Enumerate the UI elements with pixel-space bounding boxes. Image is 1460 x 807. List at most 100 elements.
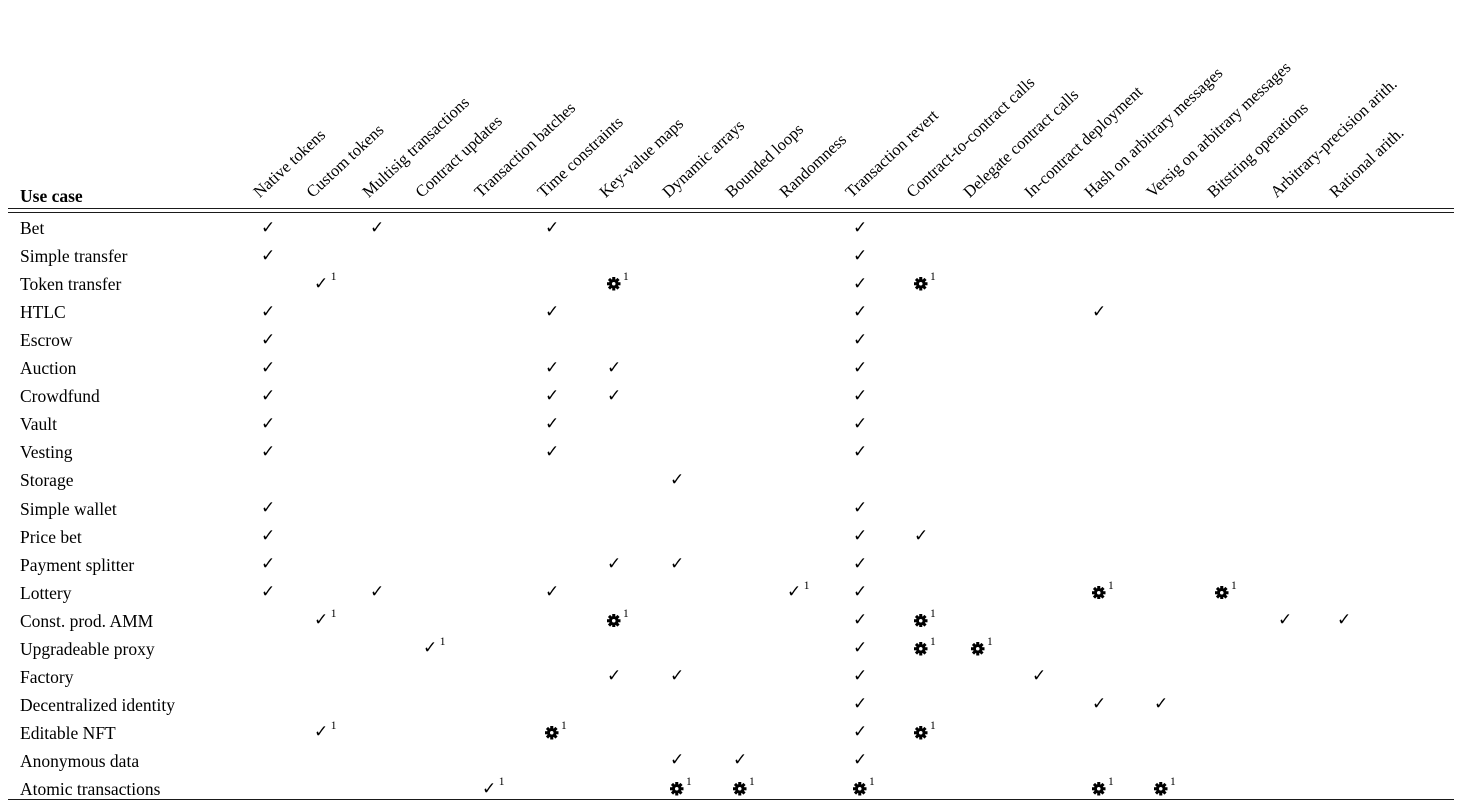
check-icon: ✓ (1092, 694, 1107, 715)
footnote-marker: 1 (1108, 776, 1114, 789)
check-icon: ✓ (853, 357, 868, 378)
gear-icon (1092, 782, 1106, 796)
gear-icon (545, 726, 559, 740)
cell-mark: ✓ (545, 382, 559, 410)
cell-mark: ✓ (914, 523, 928, 551)
cell-mark: ✓ (853, 719, 867, 747)
cell-mark: 1 (733, 775, 755, 803)
check-icon: ✓ (853, 722, 868, 743)
check-icon: ✓ (261, 413, 276, 434)
footnote-marker: 1 (803, 579, 810, 592)
gear-icon (607, 613, 621, 628)
check-icon: ✓ (853, 413, 868, 434)
cell-mark: 1 (1215, 579, 1237, 607)
check-icon: ✓ (1278, 610, 1293, 631)
check-icon: ✓ (853, 301, 868, 322)
footnote-marker: 1 (330, 607, 337, 620)
check-icon: ✓ (733, 750, 748, 771)
gear-icon (1092, 585, 1106, 600)
check-icon: ✓ (1337, 610, 1352, 631)
footnote-marker: 1 (749, 776, 755, 789)
row-label: Upgradeable proxy (20, 638, 155, 659)
cell-mark: ✓ (261, 382, 275, 410)
cell-mark: 1 (670, 775, 692, 803)
gear-icon (971, 642, 985, 656)
check-icon: ✓ (545, 413, 560, 434)
check-icon: ✓ (853, 582, 868, 603)
gear-icon (914, 277, 928, 291)
check-icon: ✓ (607, 385, 622, 406)
header-rule (8, 208, 1454, 213)
check-icon: ✓ (423, 638, 438, 659)
cell-mark: ✓ 1 (787, 579, 810, 607)
check-icon: ✓ (261, 217, 276, 238)
cell-mark: ✓ (607, 663, 621, 691)
check-icon: ✓ (314, 722, 329, 743)
gear-icon (914, 726, 928, 740)
cell-mark: ✓ 1 (423, 635, 446, 663)
check-icon: ✓ (261, 554, 276, 575)
check-icon: ✓ (545, 301, 560, 322)
row-label: Lottery (20, 582, 72, 603)
footnote-marker: 1 (686, 776, 692, 789)
cell-mark: 1 (1092, 775, 1114, 803)
check-icon: ✓ (853, 329, 868, 350)
check-icon: ✓ (853, 273, 868, 294)
check-icon: ✓ (670, 750, 685, 771)
check-icon: ✓ (607, 357, 622, 378)
cell-mark: ✓ (607, 354, 621, 382)
cell-mark: ✓ (853, 270, 867, 298)
check-icon: ✓ (1032, 666, 1047, 687)
check-icon: ✓ (853, 441, 868, 462)
check-icon: ✓ (261, 301, 276, 322)
cell-mark: ✓ 1 (314, 719, 337, 747)
cell-mark: 1 (607, 270, 629, 298)
footnote-marker: 1 (869, 776, 875, 789)
cell-mark: ✓ (261, 326, 275, 354)
gear-icon (914, 642, 928, 656)
row-label: Token transfer (20, 274, 122, 295)
row-label: Atomic transactions (20, 779, 161, 799)
row-label: Price bet (20, 526, 82, 547)
check-icon: ✓ (853, 750, 868, 771)
check-icon: ✓ (545, 582, 560, 603)
cell-mark: ✓ (853, 551, 867, 579)
cell-mark: ✓ (261, 298, 275, 326)
check-icon: ✓ (261, 441, 276, 462)
cell-mark: ✓ (545, 354, 559, 382)
check-icon: ✓ (670, 554, 685, 575)
check-icon: ✓ (853, 694, 868, 715)
cell-mark: ✓ (1032, 663, 1046, 691)
cell-mark: ✓ (853, 747, 867, 775)
cell-mark: ✓ (607, 382, 621, 410)
cell-mark: ✓ (853, 242, 867, 270)
corner-label: Use case (20, 186, 83, 206)
check-icon: ✓ (545, 385, 560, 406)
row-label: Editable NFT (20, 722, 116, 743)
cell-mark: ✓ (853, 635, 867, 663)
cell-mark: 1 (914, 270, 936, 298)
cell-mark: ✓ (853, 495, 867, 523)
row-label: Auction (20, 358, 77, 379)
cell-mark: 1 (1154, 775, 1176, 803)
check-icon: ✓ (370, 582, 385, 603)
check-icon: ✓ (261, 526, 276, 547)
footnote-marker: 1 (930, 636, 936, 648)
cell-mark: 1 (971, 635, 993, 663)
row-label: Decentralized identity (20, 694, 175, 715)
cell-mark: ✓ (670, 551, 684, 579)
cell-mark: ✓ (261, 495, 275, 523)
gear-icon (853, 782, 867, 796)
check-icon: ✓ (261, 245, 276, 266)
footnote-marker: 1 (930, 607, 936, 620)
cell-mark: ✓ (853, 326, 867, 354)
check-icon: ✓ (482, 778, 497, 799)
cell-mark: ✓ 1 (314, 270, 337, 298)
row-label: Vesting (20, 442, 73, 463)
cell-mark: ✓ (370, 214, 384, 242)
cell-mark: ✓ (853, 663, 867, 691)
row-label: Crowdfund (20, 386, 100, 407)
check-icon: ✓ (787, 582, 802, 603)
cell-mark: 1 (914, 635, 936, 663)
check-icon: ✓ (545, 441, 560, 462)
